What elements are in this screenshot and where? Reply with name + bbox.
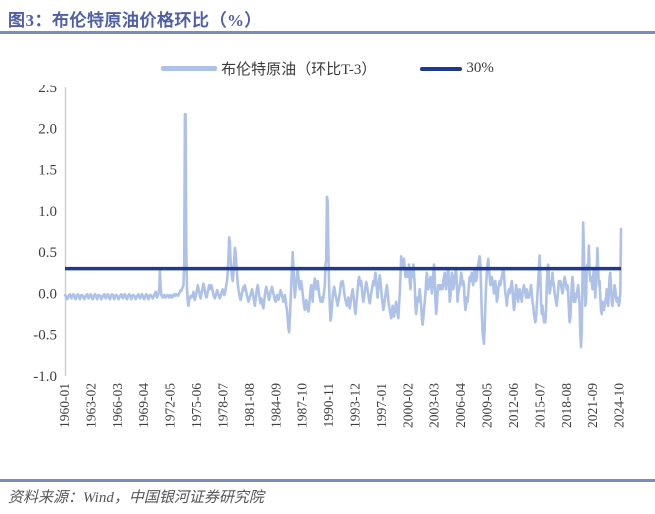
x-tick-label: 1984-09 [268, 383, 283, 428]
legend-threshold-label: 30% [466, 60, 494, 76]
x-tick-label: 2009-05 [480, 383, 495, 428]
x-tick-label: 1960-01 [57, 383, 72, 428]
x-tick-label: 2018-08 [559, 383, 574, 428]
threshold-line-swatch [420, 66, 463, 71]
x-tick-label: 1972-05 [163, 383, 178, 428]
x-tick-label: 1990-11 [321, 383, 336, 428]
x-tick-label: 2021-09 [585, 383, 600, 428]
y-tick-label: -0.5 [33, 328, 57, 344]
x-tick-label: 2003-03 [427, 383, 442, 428]
y-tick-label: 1.5 [38, 163, 57, 179]
x-tick-label: 1963-02 [83, 383, 98, 428]
y-tick-label: 2.0 [38, 121, 57, 137]
title-separator [0, 31, 655, 34]
legend-series-label: 布伦特原油（环比T-3） [221, 62, 377, 78]
y-tick-label: 0.5 [38, 245, 57, 261]
x-tick-label: 1993-12 [347, 383, 362, 428]
legend-item-series: 布伦特原油（环比T-3） [161, 58, 376, 79]
x-tick-label: 1969-04 [136, 383, 151, 428]
x-tick-label: 2000-02 [400, 383, 415, 428]
x-tick-label: 1975-06 [189, 383, 204, 428]
x-tick-label: 1987-10 [295, 383, 310, 428]
x-tick-label: 2024-10 [612, 383, 627, 428]
y-tick-label: 1.0 [38, 204, 57, 220]
x-tick-label: 2015-07 [532, 383, 547, 428]
brent-series-line [63, 112, 623, 349]
footer-separator [0, 479, 655, 482]
x-tick-label: 1981-08 [242, 383, 257, 428]
y-tick-label: -1.0 [33, 369, 57, 385]
chart-legend: 布伦特原油（环比T-3） 30% [0, 58, 655, 79]
y-tick-label: 0.0 [38, 286, 57, 302]
x-tick-label: 2006-04 [453, 383, 468, 428]
x-tick-label: 1978-07 [215, 383, 230, 428]
x-tick-label: 1966-03 [110, 383, 125, 428]
legend-item-threshold: 30% [420, 60, 494, 77]
chart-area: 2.5 2.0 1.5 1.0 0.5 0.0 -0.5 -1.0 1960-01 1963-02… [0, 80, 655, 470]
y-tick-label: 2.5 [38, 85, 57, 96]
x-tick-label: 2012-06 [506, 383, 521, 428]
x-tick-label: 1997-01 [374, 383, 389, 428]
source-note: 资料来源：Wind，中国银河证券研究院 [8, 490, 264, 506]
figure-title: 图3：布伦特原油价格环比（%） [8, 11, 262, 30]
series-line-swatch [161, 66, 218, 71]
